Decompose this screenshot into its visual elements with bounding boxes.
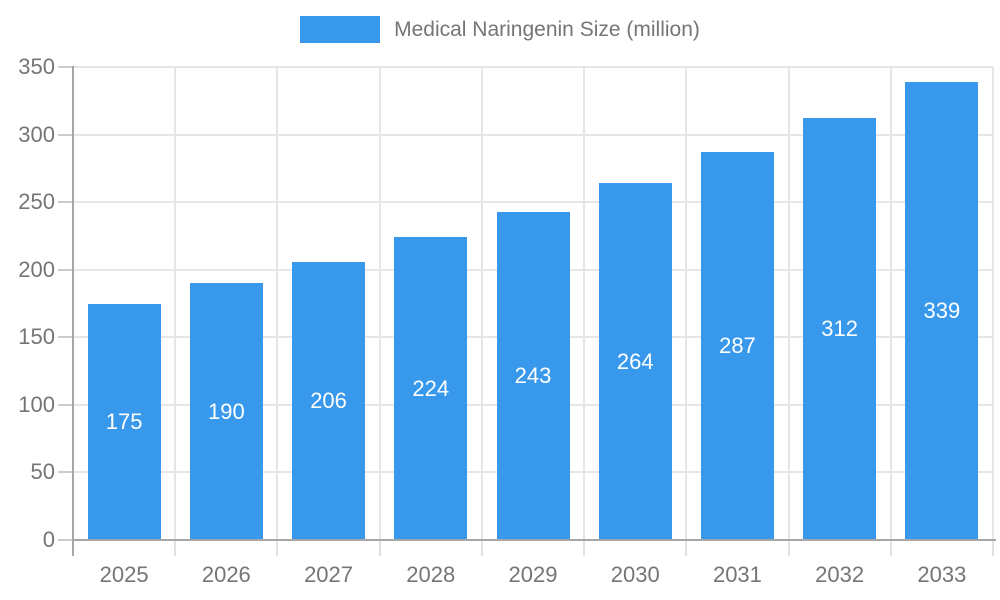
x-gridline [583, 67, 586, 540]
legend-item[interactable]: Medical Naringenin Size (million) [300, 16, 700, 43]
bar: 243 [496, 211, 570, 540]
bar: 312 [803, 118, 877, 540]
x-tick-label: 2032 [815, 562, 865, 587]
bar-value-label: 190 [207, 398, 245, 424]
x-axis-tick [378, 541, 381, 556]
bar-value-label: 264 [616, 348, 654, 374]
x-gridline [480, 67, 483, 540]
legend-swatch-icon [300, 16, 381, 43]
bar-value-label: 224 [412, 375, 450, 401]
x-axis-tick [992, 541, 994, 556]
legend-label: Medical Naringenin Size (million) [394, 17, 700, 41]
y-axis-tick [58, 133, 72, 136]
bar: 175 [87, 303, 161, 540]
y-tick-label: 350 [18, 54, 55, 79]
y-axis-tick [58, 471, 72, 474]
y-tick-label: 300 [18, 121, 55, 147]
bar: 264 [598, 183, 672, 540]
x-tick-label: 2029 [508, 562, 558, 587]
bar: 190 [189, 283, 263, 540]
y-axis-line [72, 66, 74, 556]
x-tick-label: 2027 [304, 562, 354, 587]
y-axis-tick [58, 539, 72, 541]
x-axis-tick [583, 541, 586, 556]
x-gridline [787, 67, 790, 540]
y-gridline [73, 133, 993, 136]
y-axis-tick [58, 336, 72, 339]
x-tick-label: 2028 [406, 562, 456, 587]
bar-value-label: 175 [105, 408, 143, 434]
x-gridline [276, 67, 279, 540]
x-axis-tick [480, 541, 483, 556]
x-axis-tick [174, 541, 177, 556]
y-tick-label: 0 [42, 527, 55, 552]
x-tick-label: 2030 [610, 562, 660, 587]
y-tick-label: 100 [18, 391, 55, 417]
bar: 206 [292, 261, 366, 540]
bar: 287 [700, 152, 774, 540]
y-tick-label: 250 [18, 189, 55, 215]
x-tick-label: 2026 [201, 562, 251, 587]
bar-value-label: 243 [514, 362, 552, 388]
bar-value-label: 312 [821, 316, 859, 342]
x-gridline [685, 67, 688, 540]
y-gridline [73, 66, 993, 68]
x-axis-line [72, 539, 996, 541]
x-gridline [378, 67, 381, 540]
y-axis-tick [58, 66, 72, 68]
plot-area: 175 190 206 224 243 264 287 312 339 [73, 66, 994, 540]
y-axis-tick [58, 201, 72, 204]
y-axis-tick [58, 268, 72, 271]
bar-value-label: 287 [719, 333, 756, 359]
bar: 224 [394, 237, 468, 540]
x-tick-label: 2031 [712, 562, 762, 587]
y-tick-label: 200 [18, 256, 55, 282]
y-axis-tick [58, 403, 72, 406]
bar-value-label: 339 [923, 297, 961, 323]
x-gridline [174, 67, 177, 540]
bar-value-label: 206 [310, 387, 347, 413]
y-tick-label: 150 [18, 324, 55, 350]
x-axis-tick [685, 541, 688, 556]
x-axis-tick [276, 541, 279, 556]
y-gridline [73, 201, 993, 204]
x-axis-tick [889, 541, 892, 556]
legend: Medical Naringenin Size (million) [0, 16, 1000, 43]
x-tick-label: 2033 [917, 562, 967, 587]
x-gridline [889, 67, 892, 540]
x-axis-tick [787, 541, 790, 556]
x-tick-label: 2025 [99, 562, 149, 587]
y-tick-label: 50 [30, 459, 55, 485]
bar: 339 [905, 81, 979, 540]
x-gridline [992, 67, 994, 540]
